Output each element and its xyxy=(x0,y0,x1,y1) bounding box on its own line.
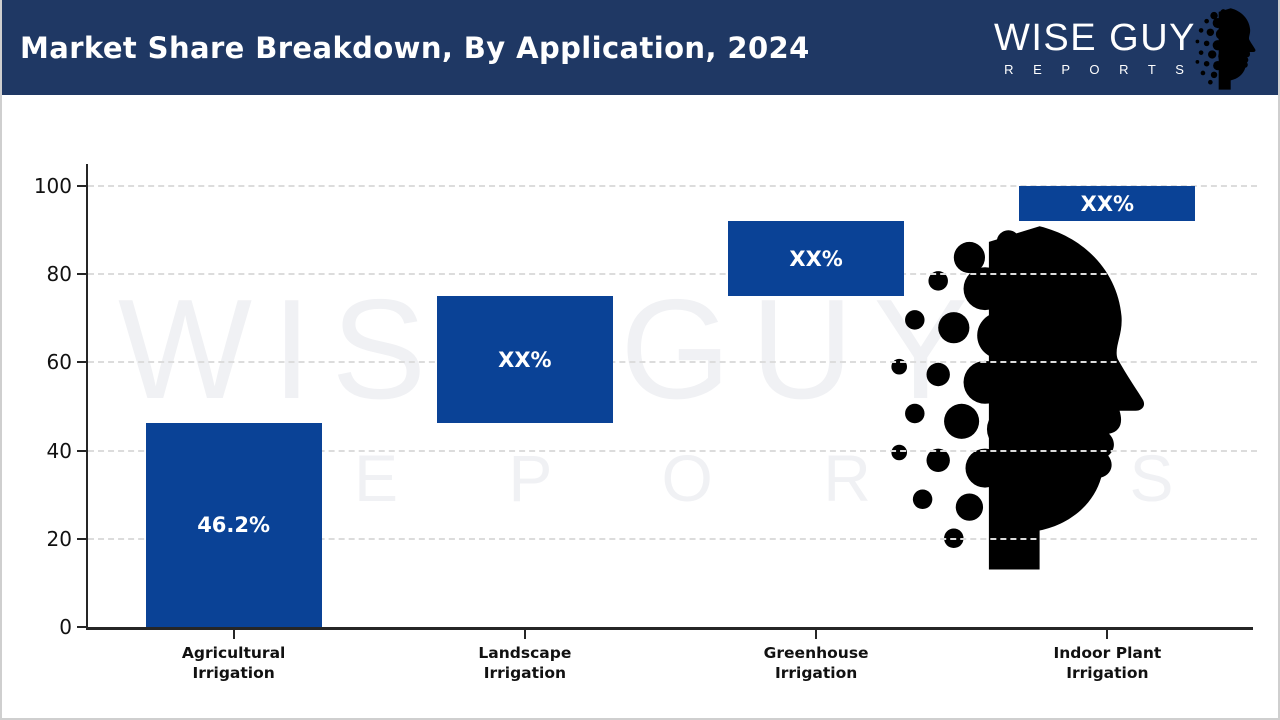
bar-value-label: 46.2% xyxy=(197,513,271,538)
x-tick-mark xyxy=(232,630,235,639)
x-tick-label: Greenhouse Irrigation xyxy=(763,644,869,683)
x-axis-line xyxy=(86,627,1253,630)
y-tick-label: 0 xyxy=(59,615,72,639)
gridline xyxy=(88,361,1257,364)
y-tick-mark xyxy=(77,185,86,187)
x-tick-mark xyxy=(815,630,818,639)
gridline xyxy=(88,185,1257,187)
bar: XX% xyxy=(436,296,613,424)
x-tick-label: Agricultural Irrigation xyxy=(181,644,286,683)
bar-value-label: XX% xyxy=(498,347,552,372)
y-tick-mark xyxy=(77,449,86,452)
y-tick-label: 60 xyxy=(46,350,72,375)
brand-logo: WISE GUY R E P O R T S xyxy=(994,5,1264,91)
y-tick-label: 20 xyxy=(46,526,72,551)
brand-name: WISE GUY xyxy=(993,16,1196,59)
y-tick-label: 100 xyxy=(33,174,72,198)
gridline xyxy=(88,273,1257,276)
bar: XX% xyxy=(728,221,905,297)
y-tick-mark xyxy=(77,273,86,276)
brand-logo-text: WISE GUY R E P O R T S xyxy=(994,19,1196,77)
y-tick-label: 40 xyxy=(46,438,72,463)
brand-subtitle: R E P O R T S xyxy=(1004,61,1192,77)
header-bar: Market Share Breakdown, By Application, … xyxy=(0,0,1280,95)
brand-face-icon xyxy=(1195,7,1256,90)
y-tick-mark xyxy=(77,537,86,540)
page-title: Market Share Breakdown, By Application, … xyxy=(20,30,810,65)
bar: XX% xyxy=(1019,186,1196,222)
x-tick-label: Landscape Irrigation xyxy=(478,644,572,683)
x-tick-mark xyxy=(523,630,526,639)
y-tick-label: 80 xyxy=(46,262,72,287)
x-tick-mark xyxy=(1106,630,1109,639)
y-axis-line xyxy=(86,164,88,627)
gridline xyxy=(88,449,1257,452)
y-tick-mark xyxy=(77,626,86,628)
bar: 46.2% xyxy=(145,423,322,627)
bar-value-label: XX% xyxy=(1080,191,1135,216)
x-tick-label: Indoor Plant Irrigation xyxy=(1053,644,1162,683)
y-tick-mark xyxy=(77,361,86,364)
bar-value-label: XX% xyxy=(789,246,843,271)
gridline xyxy=(88,537,1257,540)
